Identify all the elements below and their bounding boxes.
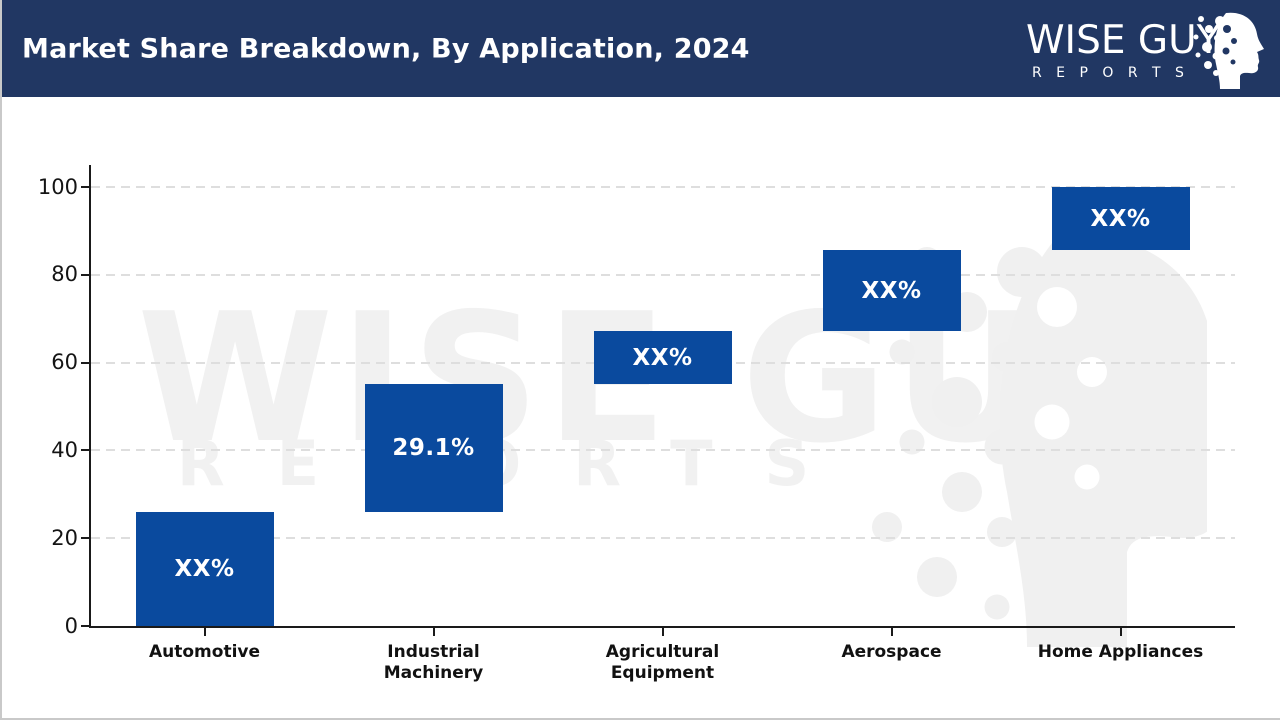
x-category-label-4: Home Appliances <box>1011 642 1231 663</box>
gridline-80 <box>91 273 1235 276</box>
bar-industrial-machinery: 29.1% <box>364 384 503 512</box>
y-tick-label-0: 0 <box>64 613 78 638</box>
page-title: Market Share Breakdown, By Application, … <box>22 33 750 64</box>
y-tick-mark-100 <box>81 186 89 188</box>
x-tick-mark-3 <box>890 628 893 636</box>
y-tick-label-80: 80 <box>51 262 78 287</box>
bar-aerospace: XX% <box>822 250 961 331</box>
gridline-100 <box>91 186 1235 188</box>
x-category-label-line: Machinery <box>383 663 484 683</box>
bar-home-appliances: XX% <box>1051 187 1190 251</box>
x-category-label-1: Industrial Machinery <box>324 642 544 684</box>
gridline-20 <box>91 537 1235 540</box>
gridline-40 <box>91 449 1235 452</box>
x-category-label-line: Aerospace <box>841 642 942 662</box>
header-band: Market Share Breakdown, By Application, … <box>2 0 1280 97</box>
y-tick-label-60: 60 <box>51 350 78 375</box>
bar-value-label: XX% <box>174 555 235 582</box>
x-category-label-0: Automotive <box>95 642 315 663</box>
bar-value-label: XX% <box>861 277 922 304</box>
logo-name-text: WISE GUY <box>1026 18 1221 63</box>
y-tick-mark-80 <box>81 273 89 276</box>
logo-sub-text: R E P O R T S <box>1032 65 1189 81</box>
bar-agricultural-equipment: XX% <box>593 330 732 385</box>
x-tick-mark-2 <box>661 628 664 636</box>
y-axis <box>89 165 91 627</box>
bar-value-label: XX% <box>632 344 693 371</box>
y-tick-mark-60 <box>81 361 89 364</box>
x-axis <box>89 626 1235 628</box>
x-category-label-line: Equipment <box>610 663 715 683</box>
y-tick-mark-0 <box>81 625 89 627</box>
watermark-head-icon <box>872 235 1207 647</box>
y-tick-label-20: 20 <box>51 525 78 550</box>
y-tick-mark-40 <box>81 449 89 452</box>
x-category-label-line: Home Appliances <box>1037 642 1204 662</box>
x-category-label-3: Aerospace <box>782 642 1002 663</box>
x-tick-mark-1 <box>432 628 435 636</box>
logo-head-icon <box>1193 12 1264 90</box>
x-tick-mark-0 <box>203 628 206 636</box>
x-category-label-2: Agricultural Equipment <box>553 642 773 684</box>
chart-area: WISE GUY REPORTS <box>2 97 1280 718</box>
x-category-label-line: Automotive <box>148 642 261 662</box>
bar-automotive: XX% <box>135 511 274 626</box>
x-category-label-line: Agricultural <box>605 642 720 662</box>
wise-guy-reports-logo: WISE GUY R E P O R T S <box>1026 12 1264 90</box>
y-tick-mark-20 <box>81 537 89 540</box>
x-category-label-line: Industrial <box>387 642 480 662</box>
y-tick-label-100: 100 <box>37 174 78 199</box>
y-tick-label-40: 40 <box>51 437 78 462</box>
x-tick-mark-4 <box>1119 628 1122 636</box>
bar-value-label: 29.1% <box>392 434 475 461</box>
bar-value-label: XX% <box>1090 205 1151 232</box>
